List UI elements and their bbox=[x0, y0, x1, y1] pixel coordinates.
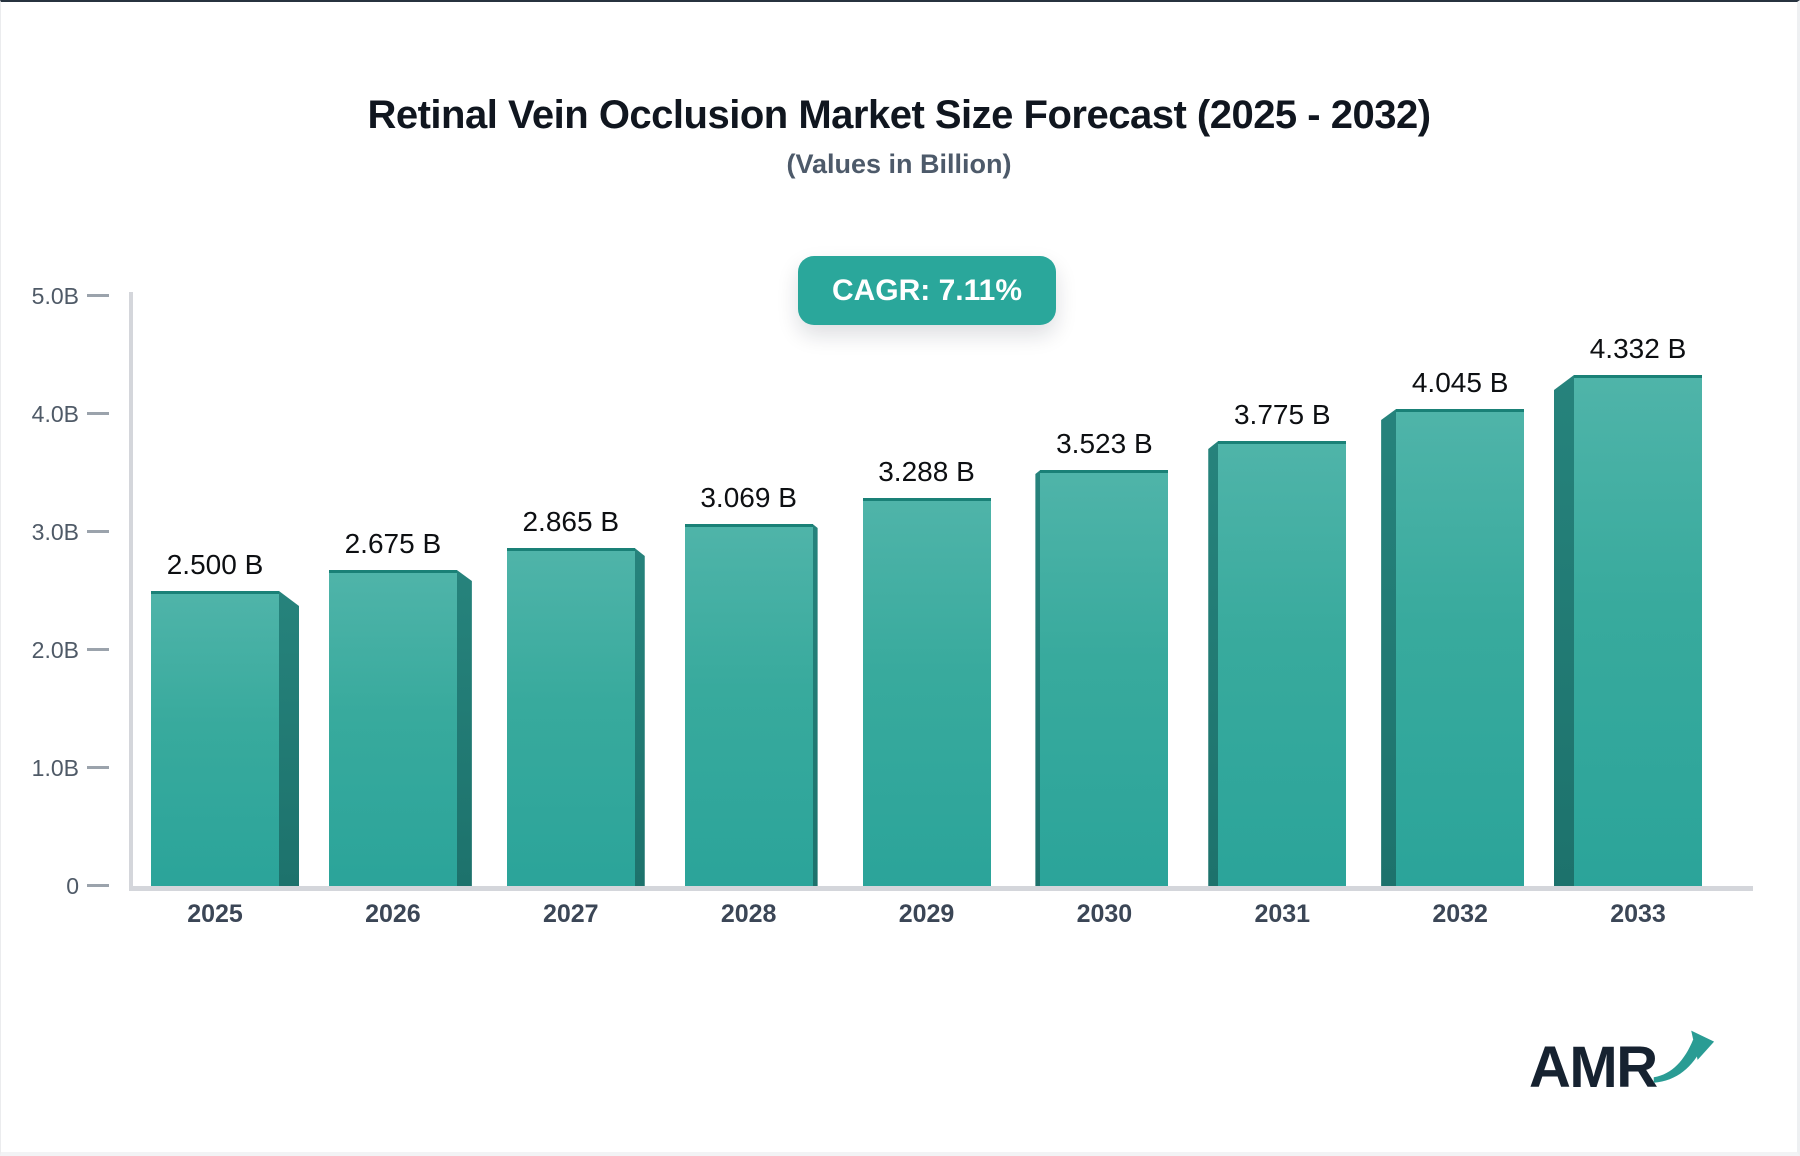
y-axis-tick bbox=[87, 530, 109, 533]
y-axis-tick bbox=[87, 648, 109, 651]
growth-arrow-icon bbox=[1651, 1030, 1715, 1093]
x-axis-label-2032: 2032 bbox=[1432, 900, 1488, 928]
amr-logo: AMR bbox=[1529, 1030, 1715, 1097]
x-axis-label-2027: 2027 bbox=[542, 900, 599, 928]
bar-face-2026[interactable] bbox=[328, 570, 457, 886]
bar-side-2031 bbox=[1208, 441, 1219, 886]
bar-value-label-2031: 3.775 B bbox=[1233, 399, 1331, 430]
y-axis-tick bbox=[87, 766, 109, 769]
bar-face-2028[interactable] bbox=[684, 524, 813, 886]
x-axis-label-2031: 2031 bbox=[1254, 900, 1311, 928]
x-axis-label-2033: 2033 bbox=[1610, 900, 1666, 928]
bar-face-2030[interactable] bbox=[1040, 470, 1169, 886]
bar-side-2025 bbox=[279, 591, 299, 886]
y-axis-label-5.0B: 5.0B bbox=[31, 283, 79, 309]
bar-face-2031[interactable] bbox=[1218, 441, 1347, 886]
bar-face-2025[interactable] bbox=[151, 591, 279, 886]
bar-value-label-2029: 3.288 B bbox=[878, 456, 975, 487]
y-axis-label-0: 0 bbox=[66, 873, 79, 899]
bar-value-label-2032: 4.045 B bbox=[1411, 367, 1509, 398]
y-axis-label-4.0B: 4.0B bbox=[31, 401, 79, 427]
bar-value-label-2027: 2.865 B bbox=[522, 506, 620, 537]
chart-subtitle: (Values in Billion) bbox=[786, 149, 1012, 179]
x-axis-label-2025: 2025 bbox=[187, 900, 243, 928]
chart-title: Retinal Vein Occlusion Market Size Forec… bbox=[367, 93, 1431, 137]
cagr-badge: CAGR: 7.11% bbox=[798, 256, 1056, 325]
amr-logo-text: AMR bbox=[1529, 1035, 1658, 1100]
bar-side-2027 bbox=[634, 548, 645, 886]
bar-value-label-2026: 2.675 B bbox=[344, 528, 442, 559]
bar-value-label-2025: 2.500 B bbox=[166, 549, 264, 580]
y-axis-line bbox=[129, 292, 133, 891]
bar-value-label-2028: 3.069 B bbox=[700, 482, 797, 513]
x-axis-line bbox=[129, 886, 1753, 891]
bar-face-2027[interactable] bbox=[506, 548, 635, 886]
bar-side-2030 bbox=[1035, 470, 1041, 886]
x-axis-label-2028: 2028 bbox=[720, 900, 777, 928]
y-axis-tick bbox=[87, 412, 109, 415]
bar-side-2033 bbox=[1554, 375, 1574, 886]
x-axis-label-2030: 2030 bbox=[1076, 900, 1133, 928]
bar-face-2033[interactable] bbox=[1574, 375, 1702, 886]
bar-face-2029[interactable] bbox=[862, 498, 991, 886]
y-axis-tick bbox=[87, 884, 109, 887]
bar-side-2026 bbox=[456, 570, 472, 886]
bar-face-2032[interactable] bbox=[1396, 409, 1525, 886]
y-axis-label-2.0B: 2.0B bbox=[31, 637, 79, 663]
x-axis-label-2026: 2026 bbox=[365, 900, 421, 928]
bar-value-label-2030: 3.523 B bbox=[1056, 428, 1153, 459]
cagr-badge-label: CAGR: 7.11% bbox=[831, 273, 1023, 307]
y-axis-label-1.0B: 1.0B bbox=[31, 755, 79, 781]
bar-side-2032 bbox=[1381, 409, 1397, 886]
bar-value-label-2033: 4.332 B bbox=[1589, 333, 1687, 364]
bar-side-2028 bbox=[812, 524, 818, 886]
y-axis-label-3.0B: 3.0B bbox=[31, 519, 79, 545]
x-axis-label-2029: 2029 bbox=[898, 900, 955, 928]
y-axis-tick bbox=[87, 294, 109, 297]
